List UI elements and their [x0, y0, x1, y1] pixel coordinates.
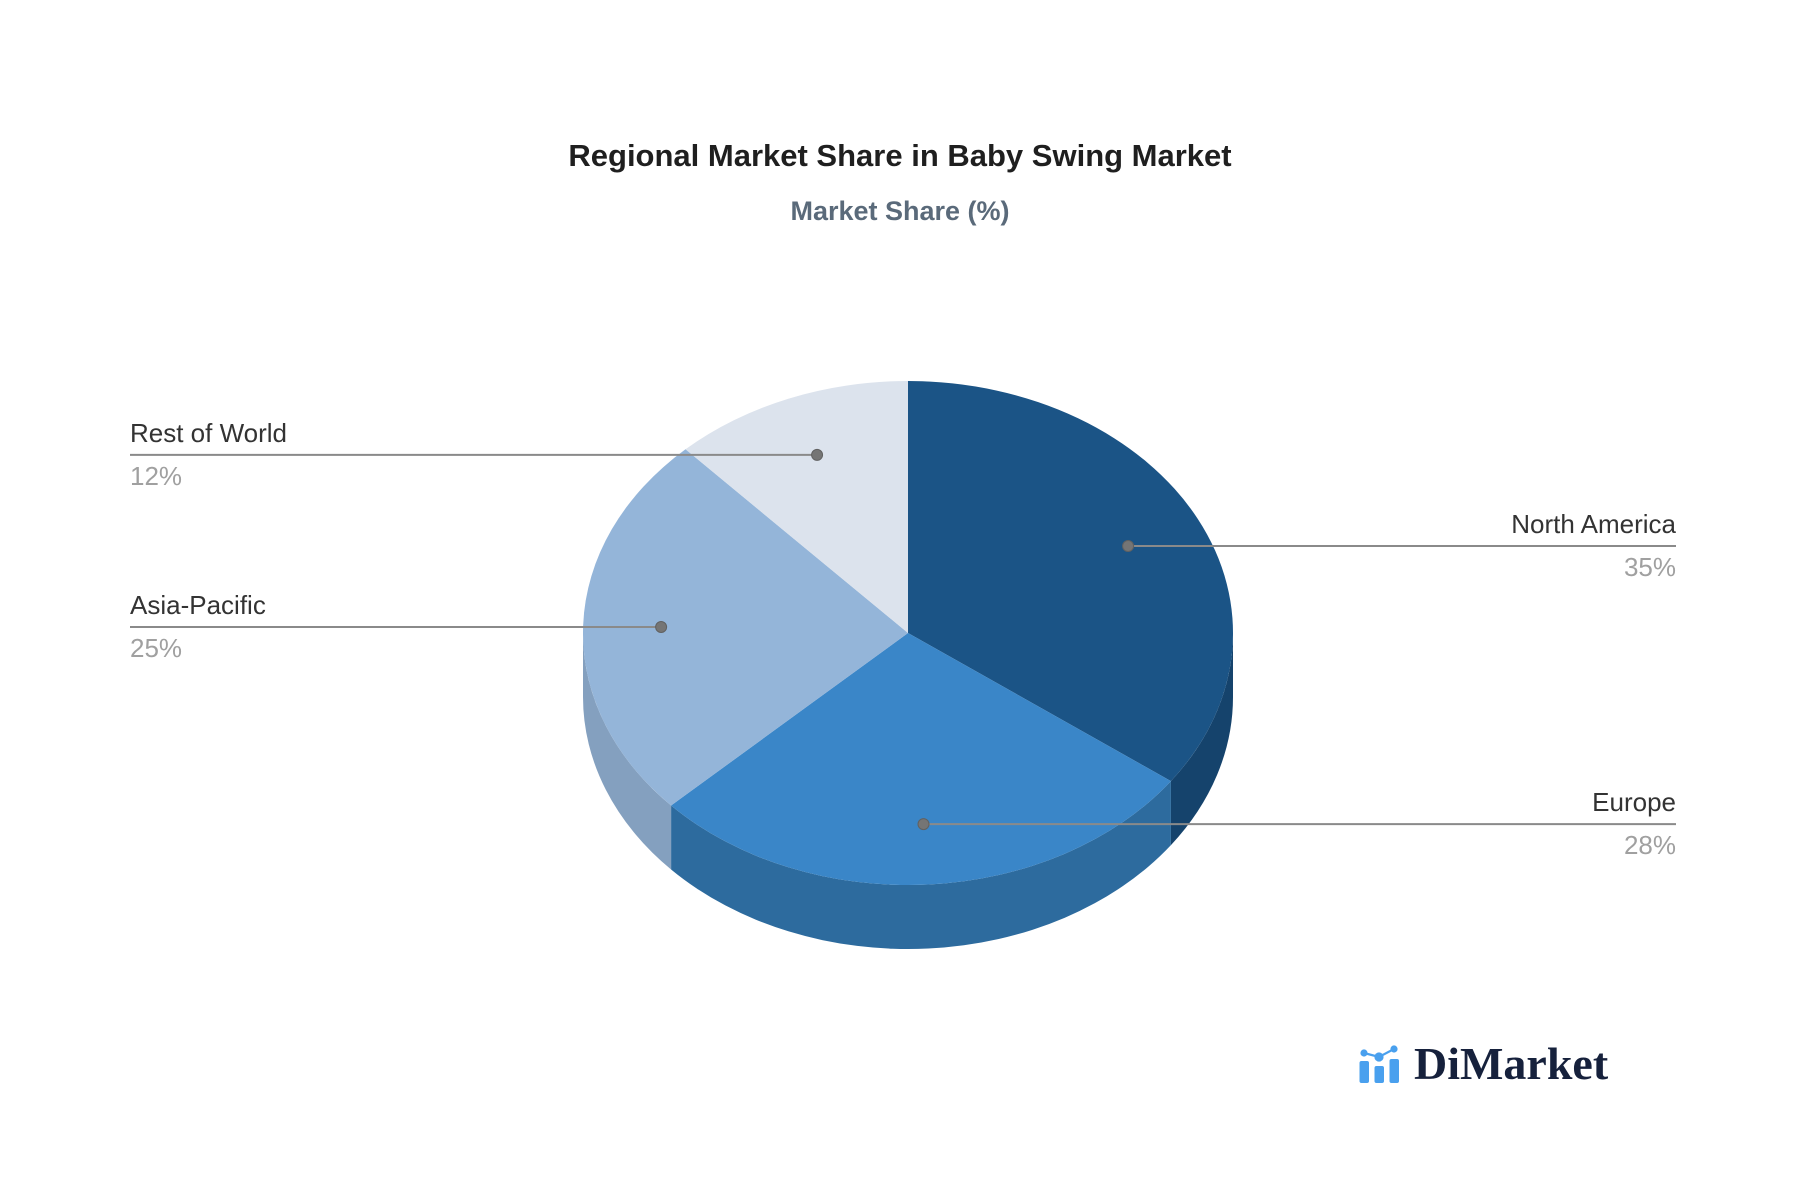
pie-slice-rest-of-world[interactable] — [685, 381, 908, 633]
callout-label: North America — [1511, 509, 1676, 540]
chart-subtitle: Market Share (%) — [790, 196, 1010, 226]
pie-slice-side-europe — [671, 781, 1171, 950]
pie-side-walls — [583, 633, 1233, 950]
callout-value: 25% — [130, 632, 183, 663]
logo-trend-dot — [1390, 1045, 1398, 1053]
leader-dot-europe — [917, 818, 930, 831]
leader-lines — [130, 448, 1676, 831]
callout-north-america: North America 35% — [1116, 509, 1676, 583]
leader-dot-asia-pacific — [655, 620, 668, 633]
logo-trend-dot — [1360, 1049, 1368, 1057]
bar-chart-trend-icon — [1359, 1045, 1399, 1083]
logo-bar — [1374, 1066, 1384, 1083]
pie-slice-side-asia-pacific — [583, 633, 672, 870]
pie-slice-north-america[interactable] — [908, 381, 1234, 782]
callout-value: 28% — [1623, 830, 1676, 861]
pie-slice-europe[interactable] — [671, 633, 1171, 885]
leader-dot-rest-of-world — [811, 448, 824, 461]
leader-dot-north-america — [1122, 540, 1135, 553]
callout-label: Europe — [1592, 787, 1676, 818]
chart-title: Regional Market Share in Baby Swing Mark… — [568, 138, 1232, 173]
callout-label: Asia-Pacific — [130, 589, 266, 620]
callout-value: 35% — [1623, 552, 1676, 583]
logo-trend-dot — [1374, 1052, 1384, 1062]
dimarket-logo: DiMarket — [1356, 1038, 1608, 1090]
pie-slice-side-north-america — [1170, 633, 1233, 846]
pie-slice-asia-pacific[interactable] — [583, 449, 908, 806]
callout-asia-pacific: Asia-Pacific 25% — [130, 590, 690, 664]
callout-label: Rest of World — [130, 417, 288, 448]
logo-bar — [1389, 1059, 1399, 1083]
logo-text: DiMarket — [1414, 1038, 1609, 1089]
callout-europe: Europe 28% — [1116, 787, 1676, 861]
pie-top-faces — [583, 381, 1234, 885]
logo-bar — [1359, 1061, 1369, 1083]
callout-rest-of-world: Rest of World 12% — [130, 418, 690, 492]
callout-value: 12% — [130, 460, 183, 491]
